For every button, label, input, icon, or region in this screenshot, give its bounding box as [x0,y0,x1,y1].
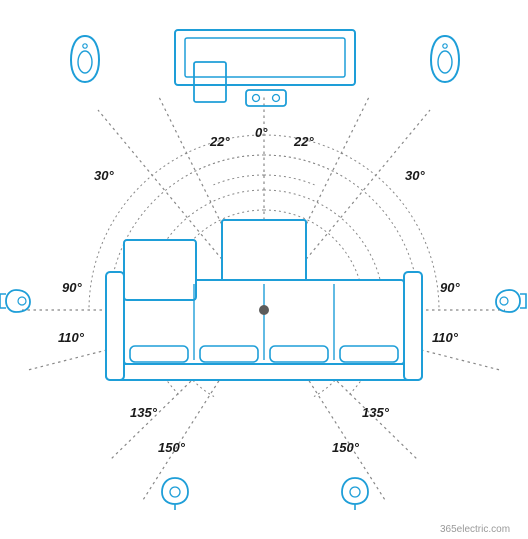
angle-150r: 150° [332,440,359,455]
angle-30r: 30° [405,168,425,183]
angle-22r: 22° [294,134,314,149]
angle-0: 0° [255,125,267,140]
angle-30l: 30° [94,168,114,183]
angle-135r: 135° [362,405,389,420]
watermark: 365electric.com [440,524,510,535]
angle-90l: 90° [62,280,82,295]
speaker-layout-diagram [0,0,528,539]
angle-110l: 110° [58,330,84,345]
angle-90r: 90° [440,280,460,295]
angle-150l: 150° [158,440,185,455]
angle-22l: 22° [210,134,230,149]
angle-110r: 110° [432,330,458,345]
angle-135l: 135° [130,405,157,420]
